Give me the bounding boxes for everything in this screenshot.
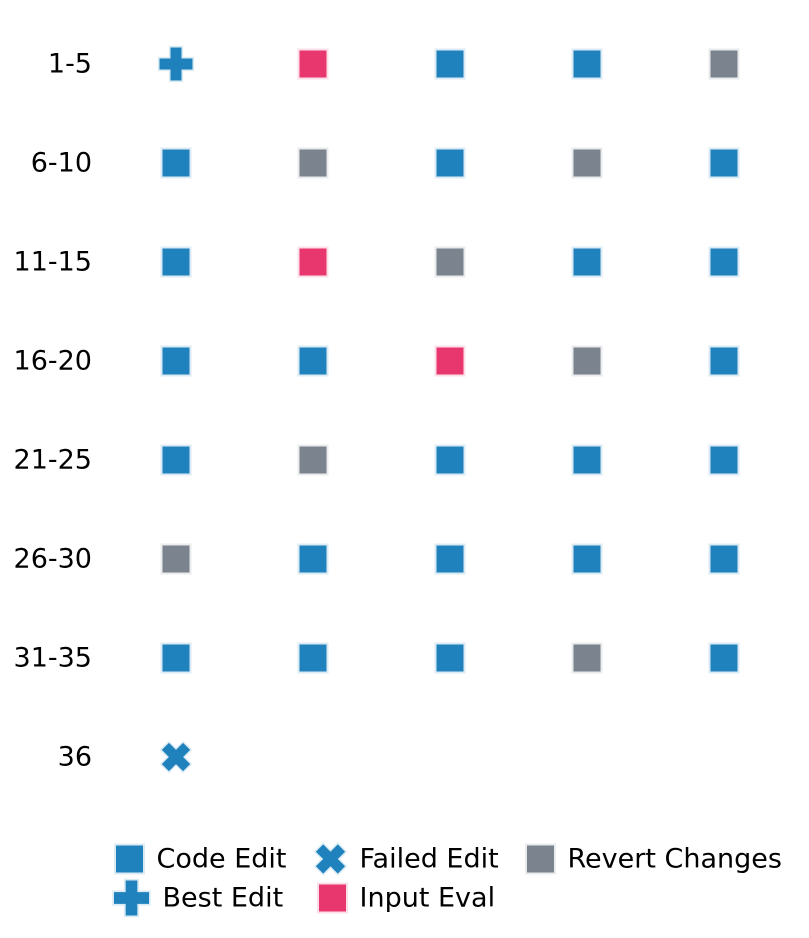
grid-marker-11-15-col1 xyxy=(162,248,190,276)
grid-marker-21-25-col3 xyxy=(436,446,464,474)
legend-label-input: Input Eval xyxy=(359,882,496,914)
code-marker-icon xyxy=(573,545,601,573)
grid-marker-16-20-col4 xyxy=(573,347,601,375)
revert-marker-icon xyxy=(573,149,601,177)
input-marker-icon xyxy=(299,50,327,78)
input-marker-icon xyxy=(299,248,327,276)
grid-marker-6-10-col4 xyxy=(573,149,601,177)
legend-item-revert: Revert Changes xyxy=(526,843,782,875)
revert-marker-icon xyxy=(299,149,327,177)
grid-marker-21-25-col2 xyxy=(299,446,327,474)
code-marker-icon xyxy=(710,446,738,474)
grid-marker-11-15-col3 xyxy=(436,248,464,276)
best-marker-icon xyxy=(111,878,151,918)
grid-marker-16-20-col3 xyxy=(436,347,464,375)
grid-marker-16-20-col2 xyxy=(299,347,327,375)
revert-marker-icon xyxy=(436,248,464,276)
code-marker-icon xyxy=(436,50,464,78)
code-marker-icon xyxy=(299,545,327,573)
row-label-26-30: 26-30 xyxy=(13,543,92,575)
legend-label-revert: Revert Changes xyxy=(567,843,782,875)
legend-item-code: Code Edit xyxy=(115,843,287,875)
grid-marker-6-10-col2 xyxy=(299,149,327,177)
row-label-1-5: 1-5 xyxy=(47,48,92,80)
grid-marker-1-5-col3 xyxy=(436,50,464,78)
revert-marker-icon xyxy=(526,845,554,873)
row-label-16-20: 16-20 xyxy=(13,345,92,377)
grid-marker-26-30-col4 xyxy=(573,545,601,573)
grid-marker-31-35-col1 xyxy=(162,644,190,672)
code-marker-icon xyxy=(436,446,464,474)
legend-label-failed: Failed Edit xyxy=(359,843,499,875)
grid-marker-26-30-col5 xyxy=(710,545,738,573)
code-marker-icon xyxy=(162,248,190,276)
grid-marker-36-col1 xyxy=(159,740,193,774)
input-marker-icon xyxy=(436,347,464,375)
grid-marker-26-30-col1 xyxy=(162,545,190,573)
code-marker-icon xyxy=(436,545,464,573)
legend-label-code: Code Edit xyxy=(156,843,287,875)
grid-marker-21-25-col4 xyxy=(573,446,601,474)
code-marker-icon xyxy=(710,248,738,276)
failed-marker-icon xyxy=(159,740,193,774)
grid-marker-6-10-col5 xyxy=(710,149,738,177)
code-marker-icon xyxy=(710,644,738,672)
grid-marker-1-5-col2 xyxy=(299,50,327,78)
legend-item-failed: Failed Edit xyxy=(313,842,499,876)
input-marker-icon xyxy=(318,884,346,912)
grid-marker-16-20-col5 xyxy=(710,347,738,375)
grid-marker-26-30-col3 xyxy=(436,545,464,573)
code-marker-icon xyxy=(162,149,190,177)
grid-marker-31-35-col3 xyxy=(436,644,464,672)
grid-marker-11-15-col2 xyxy=(299,248,327,276)
failed-marker-icon xyxy=(313,842,347,876)
grid-marker-31-35-col4 xyxy=(573,644,601,672)
grid-marker-11-15-col5 xyxy=(710,248,738,276)
best-marker-icon xyxy=(157,45,195,83)
code-marker-icon xyxy=(162,644,190,672)
grid-marker-21-25-col5 xyxy=(710,446,738,474)
legend-item-input: Input Eval xyxy=(318,882,496,914)
row-label-36: 36 xyxy=(57,741,92,773)
grid-marker-6-10-col3 xyxy=(436,149,464,177)
row-label-21-25: 21-25 xyxy=(13,444,92,476)
grid-marker-16-20-col1 xyxy=(162,347,190,375)
legend-label-best: Best Edit xyxy=(162,882,284,914)
revert-marker-icon xyxy=(573,644,601,672)
code-marker-icon xyxy=(710,149,738,177)
row-label-6-10: 6-10 xyxy=(30,147,92,179)
grid-marker-31-35-col2 xyxy=(299,644,327,672)
code-marker-icon xyxy=(436,149,464,177)
code-marker-icon xyxy=(710,545,738,573)
grid-marker-1-5-col1 xyxy=(157,45,195,83)
code-marker-icon xyxy=(299,347,327,375)
code-marker-icon xyxy=(573,50,601,78)
grid-marker-31-35-col5 xyxy=(710,644,738,672)
revert-marker-icon xyxy=(299,446,327,474)
row-label-11-15: 11-15 xyxy=(13,246,92,278)
row-label-31-35: 31-35 xyxy=(13,642,92,674)
grid-marker-6-10-col1 xyxy=(162,149,190,177)
code-marker-icon xyxy=(573,446,601,474)
code-marker-icon xyxy=(162,347,190,375)
grid-marker-26-30-col2 xyxy=(299,545,327,573)
revert-marker-icon xyxy=(710,50,738,78)
code-marker-icon xyxy=(299,644,327,672)
code-marker-icon xyxy=(710,347,738,375)
grid-marker-1-5-col5 xyxy=(710,50,738,78)
grid-marker-11-15-col4 xyxy=(573,248,601,276)
code-marker-icon xyxy=(573,248,601,276)
grid-marker-21-25-col1 xyxy=(162,446,190,474)
code-marker-icon xyxy=(162,446,190,474)
legend-item-best: Best Edit xyxy=(111,878,284,918)
revert-marker-icon xyxy=(162,545,190,573)
grid-marker-1-5-col4 xyxy=(573,50,601,78)
code-marker-icon xyxy=(115,845,143,873)
code-marker-icon xyxy=(436,644,464,672)
revert-marker-icon xyxy=(573,347,601,375)
